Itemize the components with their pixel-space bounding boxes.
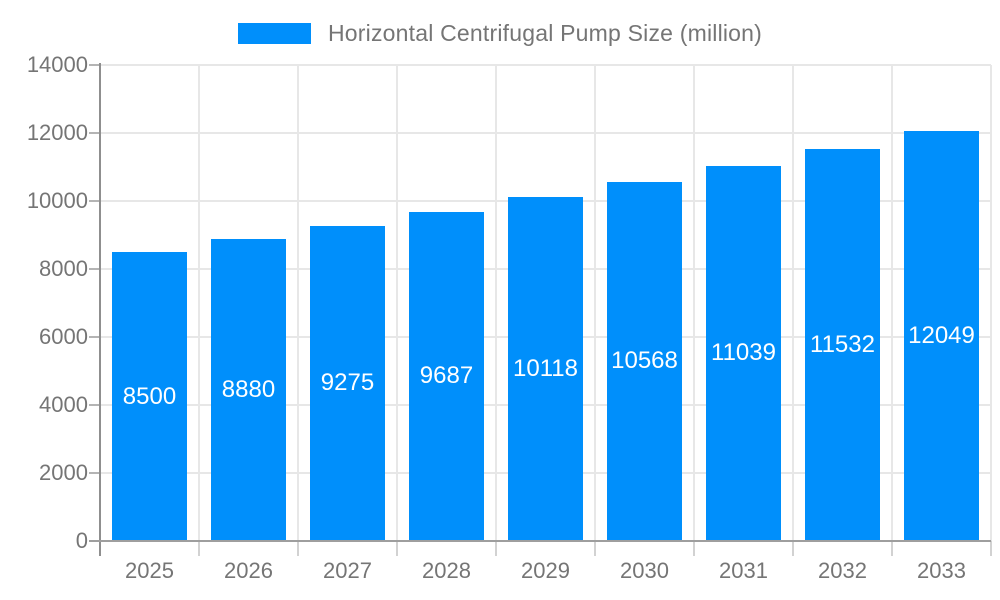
x-axis-tick <box>990 541 992 556</box>
x-axis-tick <box>198 541 200 556</box>
gridline-vertical <box>495 65 497 541</box>
gridline-vertical <box>792 65 794 541</box>
gridline-vertical <box>693 65 695 541</box>
x-axis-tick <box>594 541 596 556</box>
bar[interactable] <box>409 211 484 541</box>
bar[interactable] <box>112 252 187 541</box>
y-axis-line <box>99 63 101 556</box>
gridline-vertical <box>594 65 596 541</box>
bar[interactable] <box>607 181 682 541</box>
x-axis-tick <box>693 541 695 556</box>
y-tick-label: 14000 <box>26 52 88 77</box>
x-axis-tick <box>495 541 497 556</box>
bar-value-label: 10568 <box>611 347 678 375</box>
gridline-vertical <box>198 65 200 541</box>
gridline-vertical <box>396 65 398 541</box>
x-tick-label: 2030 <box>620 558 669 583</box>
y-tick-label: 10000 <box>26 188 88 213</box>
legend-label: Horizontal Centrifugal Pump Size (millio… <box>327 20 763 46</box>
y-tick-label: 6000 <box>39 324 88 349</box>
x-axis-tick <box>396 541 398 556</box>
y-axis-tick <box>89 268 100 270</box>
x-tick-label: 2032 <box>818 558 867 583</box>
y-axis-tick <box>89 132 100 134</box>
x-axis-line <box>89 540 991 542</box>
bar[interactable] <box>805 148 880 541</box>
y-tick-label: 2000 <box>39 460 88 485</box>
bar-value-label: 11532 <box>810 330 875 358</box>
bar[interactable] <box>904 131 979 541</box>
bar-value-label: 12049 <box>908 322 975 350</box>
bar-value-label: 8500 <box>122 382 177 410</box>
x-tick-label: 2033 <box>917 558 966 583</box>
x-axis-tick <box>792 541 794 556</box>
bar[interactable] <box>310 225 385 541</box>
x-axis-tick <box>297 541 299 556</box>
bar-value-label: 10118 <box>513 354 578 382</box>
legend-item[interactable]: Horizontal Centrifugal Pump Size (millio… <box>0 20 1000 47</box>
bar[interactable] <box>508 196 583 541</box>
gridline-horizontal <box>100 64 991 66</box>
x-axis-tick <box>891 541 893 556</box>
y-tick-label: 8000 <box>39 256 88 281</box>
x-tick-label: 2031 <box>719 558 768 583</box>
y-axis-tick <box>89 64 100 66</box>
gridline-vertical <box>891 65 893 541</box>
x-tick-label: 2028 <box>422 558 471 583</box>
gridline-vertical <box>297 65 299 541</box>
bar-value-label: 8880 <box>221 376 276 404</box>
gridline-horizontal <box>100 132 991 134</box>
bar-value-label: 9687 <box>419 362 474 390</box>
y-tick-label: 12000 <box>26 120 88 145</box>
bar-value-label: 9275 <box>320 369 375 397</box>
x-tick-label: 2027 <box>323 558 372 583</box>
y-tick-label: 4000 <box>39 392 88 417</box>
y-tick-label: 0 <box>75 528 88 553</box>
x-tick-label: 2026 <box>224 558 273 583</box>
bar[interactable] <box>706 165 781 541</box>
y-axis-tick <box>89 336 100 338</box>
gridline-vertical <box>990 65 992 541</box>
y-axis-tick <box>89 404 100 406</box>
legend-swatch-icon <box>237 23 311 44</box>
bar-value-label: 11039 <box>711 339 776 367</box>
y-axis-tick <box>89 200 100 202</box>
x-tick-label: 2025 <box>125 558 174 583</box>
y-axis-tick <box>89 472 100 474</box>
x-tick-label: 2029 <box>521 558 570 583</box>
bar[interactable] <box>211 239 286 541</box>
